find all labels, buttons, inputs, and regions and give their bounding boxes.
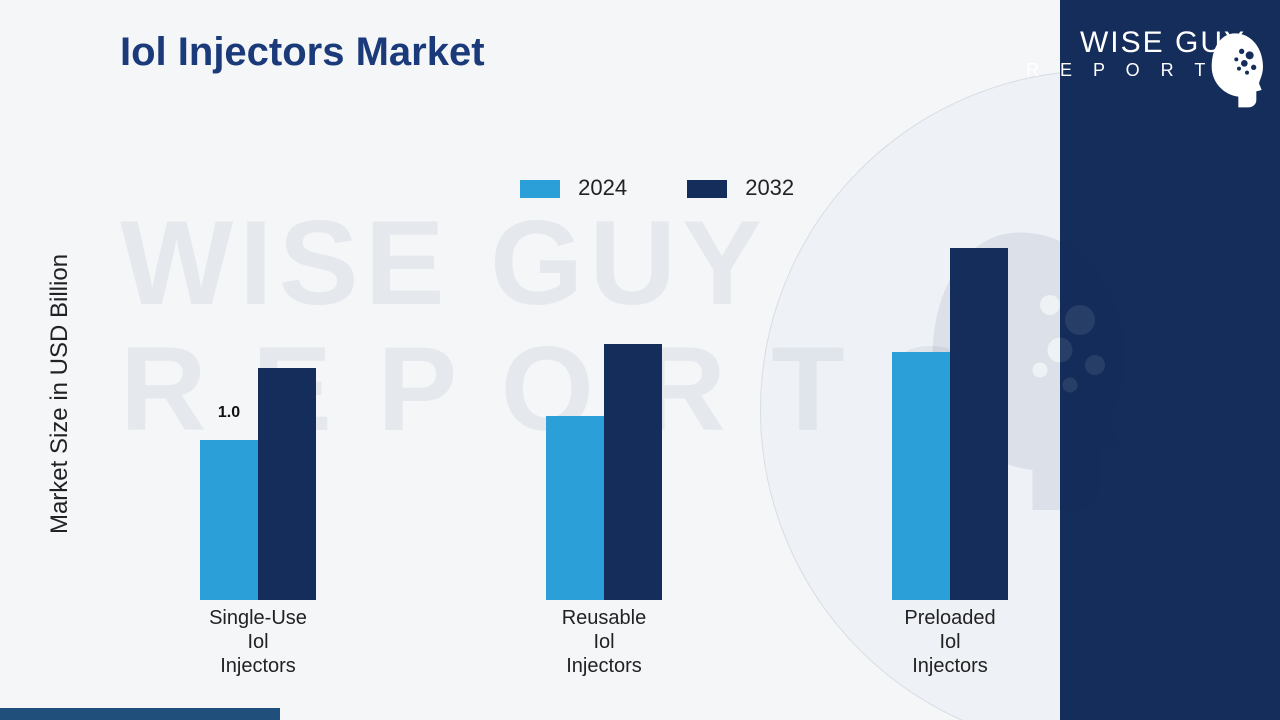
data-label: 1.0 xyxy=(218,404,240,422)
bar xyxy=(546,416,604,600)
bar xyxy=(604,344,662,600)
chart-plot-area: Single-UseIolInjectorsReusableIolInjecto… xyxy=(100,200,1000,600)
legend-label-2024: 2024 xyxy=(578,175,627,200)
footer-bar xyxy=(0,708,280,720)
chart-title: Iol Injectors Market xyxy=(120,30,485,75)
legend-item-2024: 2024 xyxy=(520,175,627,201)
legend-swatch-2024 xyxy=(520,180,560,198)
category-label: Single-UseIolInjectors xyxy=(168,600,348,678)
legend-label-2032: 2032 xyxy=(745,175,794,200)
brand-head-icon xyxy=(1200,30,1270,110)
bar-group xyxy=(200,368,316,600)
category-label: PreloadedIolInjectors xyxy=(860,600,1040,678)
bar-group xyxy=(892,248,1008,600)
y-axis-label: Market Size in USD Billion xyxy=(46,254,74,534)
category-label: ReusableIolInjectors xyxy=(514,600,694,678)
legend: 2024 2032 xyxy=(520,175,794,201)
bar-group xyxy=(546,344,662,600)
bar xyxy=(200,440,258,600)
legend-swatch-2032 xyxy=(687,180,727,198)
bar xyxy=(950,248,1008,600)
canvas: WISE GUY R E P O R T S Iol Injectors Mar… xyxy=(0,0,1280,720)
legend-item-2032: 2032 xyxy=(687,175,794,201)
bar xyxy=(258,368,316,600)
bar xyxy=(892,352,950,600)
